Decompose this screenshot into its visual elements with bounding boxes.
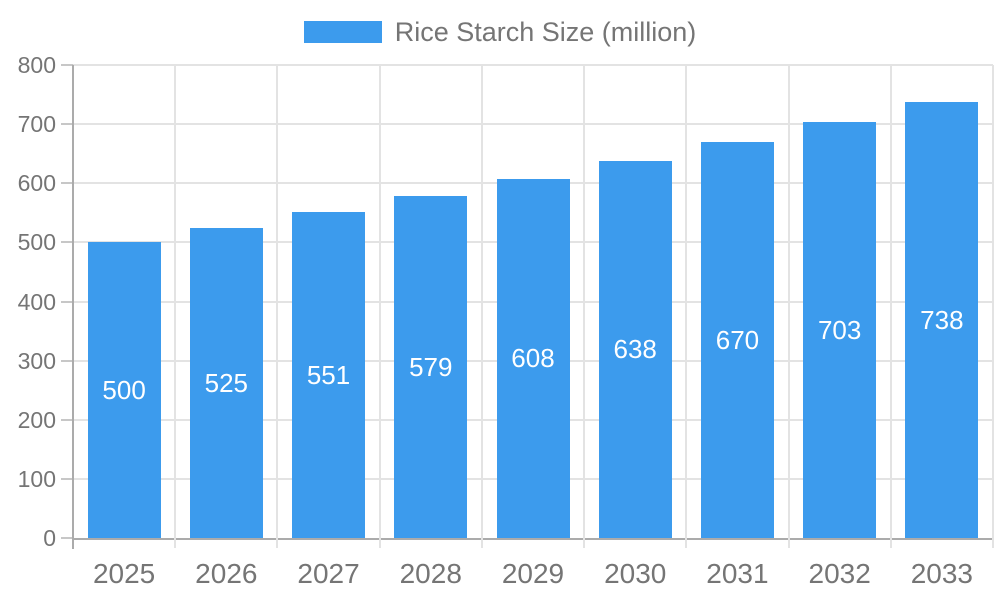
bar-2031: 670	[700, 141, 774, 538]
bar-2030: 638	[598, 160, 672, 538]
bar-2033: 738	[905, 101, 979, 538]
x-axis-tick-label: 2033	[910, 558, 974, 589]
bar-value-label: 703	[817, 315, 862, 346]
bar-2028: 579	[394, 195, 468, 538]
y-tick	[61, 182, 73, 185]
bar-value-label: 525	[204, 367, 249, 398]
x-gridline	[480, 65, 483, 548]
x-gridline	[787, 65, 790, 548]
y-tick	[61, 537, 73, 539]
x-axis-tick-label: 2026	[195, 558, 258, 589]
y-tick	[61, 300, 73, 303]
x-gridline	[174, 65, 177, 548]
bar-2032: 703	[803, 122, 877, 538]
x-axis-tick-label: 2032	[808, 558, 871, 589]
bar-2025: 500	[87, 242, 161, 538]
bar-value-label: 551	[306, 360, 351, 391]
bar-value-label: 500	[102, 375, 146, 406]
x-gridline	[685, 65, 688, 548]
x-axis-tick-label: 2029	[501, 558, 565, 589]
y-axis-tick-label: 200	[17, 406, 56, 433]
x-axis-tick-label: 2025	[92, 558, 156, 589]
y-tick	[61, 418, 73, 421]
y-gridline	[73, 123, 993, 126]
x-axis-tick-label: 2030	[604, 558, 667, 589]
y-tick	[61, 359, 73, 362]
x-axis-tick-label: 2031	[706, 558, 769, 589]
y-axis-tick-label: 300	[17, 347, 56, 374]
bar-2026: 525	[189, 227, 263, 538]
y-axis-tick-label: 600	[17, 170, 56, 197]
y-axis-line	[72, 65, 74, 549]
y-tick	[61, 241, 73, 244]
bar-value-label: 579	[409, 351, 453, 382]
y-axis-tick-label: 700	[17, 111, 56, 138]
y-axis-tick-label: 100	[17, 465, 56, 492]
y-gridline	[73, 64, 993, 66]
y-axis-tick-label: 0	[43, 525, 56, 551]
x-axis-line	[73, 538, 993, 540]
x-axis-tick-label: 2027	[297, 558, 360, 589]
bar-value-label: 670	[715, 324, 760, 355]
x-gridline	[889, 65, 892, 548]
x-gridline	[276, 65, 279, 548]
y-axis-tick-label: 800	[17, 52, 56, 78]
y-axis-tick-label: 400	[17, 288, 56, 315]
bar-2029: 608	[496, 178, 570, 538]
bar-value-label: 608	[511, 343, 555, 374]
x-gridline	[992, 65, 994, 548]
bar-value-label: 638	[613, 334, 657, 365]
legend-swatch	[303, 21, 382, 43]
y-axis-tick-label: 500	[17, 229, 56, 256]
y-tick	[61, 477, 73, 480]
x-gridline	[378, 65, 381, 548]
y-tick	[61, 123, 73, 126]
bar-value-label: 738	[920, 304, 964, 335]
x-axis-tick-label: 2028	[399, 558, 462, 589]
legend-label: Rice Starch Size (million)	[394, 16, 697, 47]
x-gridline	[583, 65, 586, 548]
bar-2027: 551	[292, 212, 366, 538]
y-tick	[61, 64, 73, 66]
chart-legend[interactable]: Rice Starch Size (million)	[0, 12, 1000, 52]
